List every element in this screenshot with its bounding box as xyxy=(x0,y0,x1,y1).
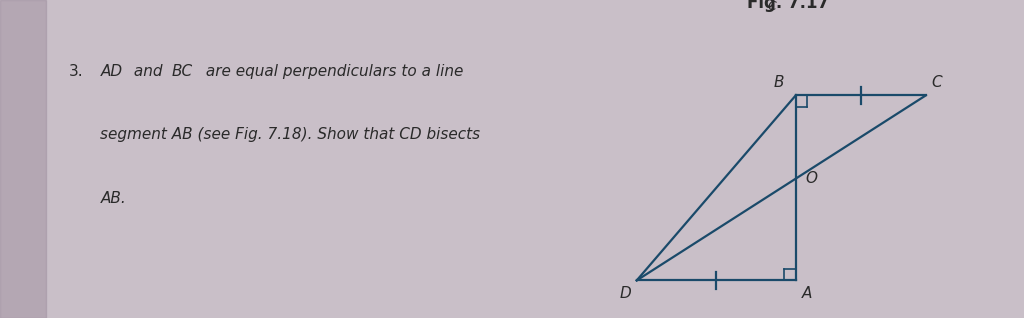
Text: C: C xyxy=(767,0,776,13)
Text: AD: AD xyxy=(100,64,123,79)
Bar xyxy=(0,0,46,318)
Text: C: C xyxy=(932,75,942,90)
Text: O: O xyxy=(805,171,817,186)
Text: Fig. 7.17: Fig. 7.17 xyxy=(748,0,829,12)
Text: and: and xyxy=(129,64,167,79)
Text: segment AB (see Fig. 7.18). Show that CD bisects: segment AB (see Fig. 7.18). Show that CD… xyxy=(100,127,480,142)
Text: B: B xyxy=(774,75,784,90)
Text: 3.: 3. xyxy=(69,64,83,79)
Text: AB.: AB. xyxy=(100,191,126,206)
Text: BC: BC xyxy=(172,64,194,79)
Text: are equal perpendiculars to a line: are equal perpendiculars to a line xyxy=(201,64,463,79)
Text: A: A xyxy=(802,286,812,301)
Text: D: D xyxy=(620,286,631,301)
